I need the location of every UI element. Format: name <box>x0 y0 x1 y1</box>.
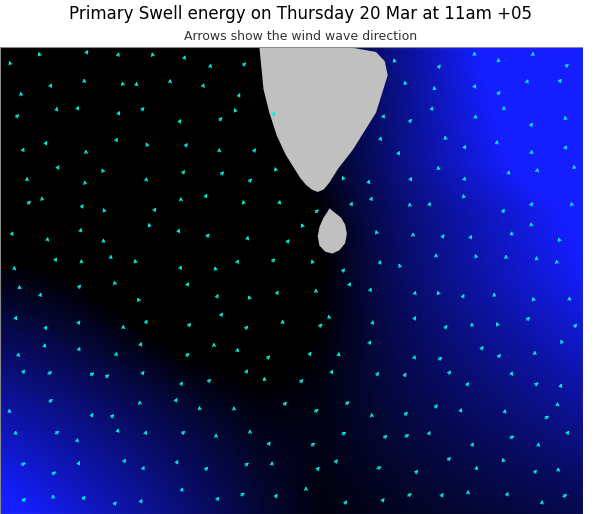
Text: Arrows show the wind wave direction: Arrows show the wind wave direction <box>184 30 417 43</box>
Text: Primary Swell energy on Thursday 20 Mar at 11am +05: Primary Swell energy on Thursday 20 Mar … <box>69 5 532 23</box>
